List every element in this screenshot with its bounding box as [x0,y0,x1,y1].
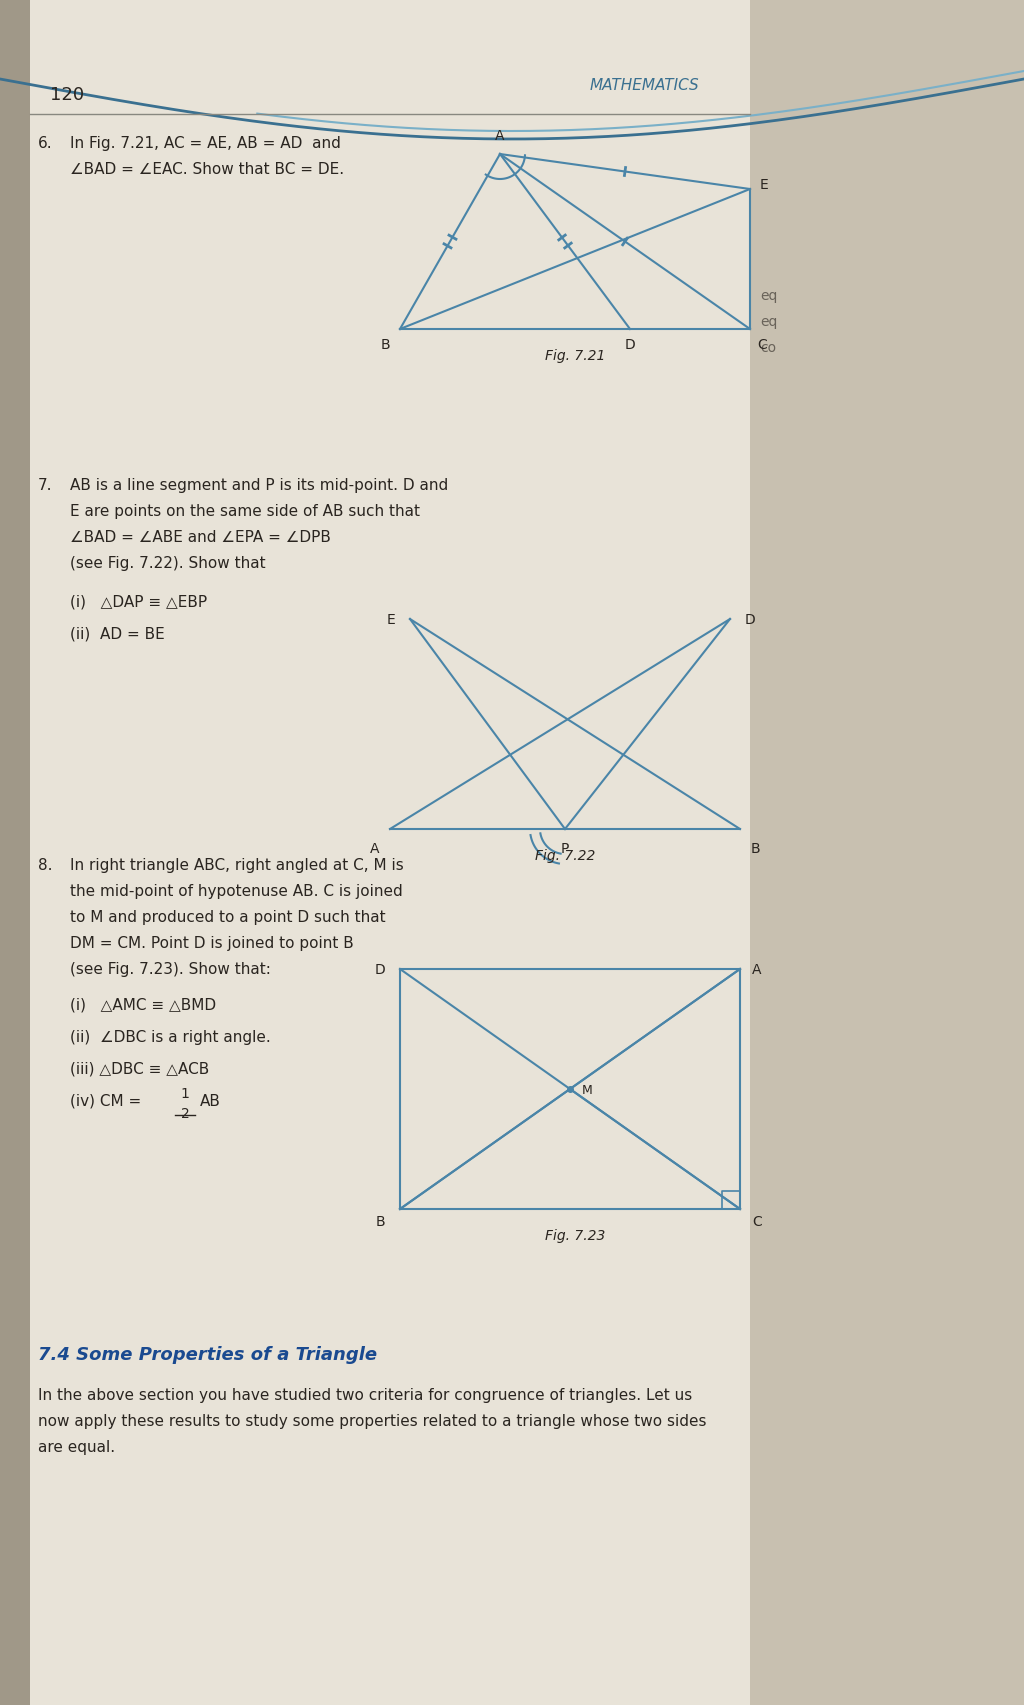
Text: the mid-point of hypotenuse AB. C is joined: the mid-point of hypotenuse AB. C is joi… [70,883,402,899]
Text: (i)   △DAP ≡ △EBP: (i) △DAP ≡ △EBP [70,593,207,609]
Text: Fig. 7.21: Fig. 7.21 [545,350,605,363]
Text: 8.: 8. [38,858,52,873]
Text: (iii) △DBC ≡ △ACB: (iii) △DBC ≡ △ACB [70,1062,209,1076]
Polygon shape [750,0,1024,1705]
Text: A: A [496,130,505,143]
Text: DM = CM. Point D is joined to point B: DM = CM. Point D is joined to point B [70,936,353,950]
Text: D: D [745,612,756,627]
Text: 6.: 6. [38,136,52,152]
Text: A: A [371,842,380,856]
Text: In right triangle ABC, right angled at C, M is: In right triangle ABC, right angled at C… [70,858,403,873]
Text: Fig. 7.23: Fig. 7.23 [545,1228,605,1243]
Text: (iv) CM =: (iv) CM = [70,1093,141,1108]
Text: C: C [757,338,767,351]
Text: (ii)  ∠DBC is a right angle.: (ii) ∠DBC is a right angle. [70,1030,270,1045]
Text: C: C [752,1214,762,1228]
Text: Fig. 7.22: Fig. 7.22 [535,849,595,863]
Text: to M and produced to a point D such that: to M and produced to a point D such that [70,909,386,924]
Text: 120: 120 [50,85,84,104]
Text: 7.: 7. [38,477,52,493]
Text: M: M [582,1083,593,1096]
Text: eq: eq [760,315,777,329]
Text: In Fig. 7.21, AC = AE, AB = AD  and: In Fig. 7.21, AC = AE, AB = AD and [70,136,341,152]
Text: AB: AB [200,1093,221,1108]
Text: D: D [625,338,635,351]
Text: E are points on the same side of AB such that: E are points on the same side of AB such… [70,503,420,518]
Text: E: E [760,177,769,193]
Text: now apply these results to study some properties related to a triangle whose two: now apply these results to study some pr… [38,1413,707,1429]
Text: MATHEMATICS: MATHEMATICS [590,78,699,94]
Text: 7.4 Some Properties of a Triangle: 7.4 Some Properties of a Triangle [38,1345,377,1364]
Text: co: co [760,341,776,355]
Text: eq: eq [760,288,777,303]
Text: B: B [751,842,760,856]
Text: ∠BAD = ∠EAC. Show that BC = DE.: ∠BAD = ∠EAC. Show that BC = DE. [70,162,344,177]
Text: (see Fig. 7.23). Show that:: (see Fig. 7.23). Show that: [70,962,271,977]
Text: E: E [386,612,395,627]
Text: ∠BAD = ∠ABE and ∠EPA = ∠DPB: ∠BAD = ∠ABE and ∠EPA = ∠DPB [70,530,331,544]
Text: D: D [374,962,385,977]
Text: B: B [380,338,390,351]
Text: A: A [752,962,762,977]
Text: B: B [376,1214,385,1228]
Text: In the above section you have studied two criteria for congruence of triangles. : In the above section you have studied tw… [38,1388,692,1402]
Polygon shape [30,0,750,1705]
Text: 2: 2 [180,1107,189,1120]
Text: 1: 1 [180,1086,189,1100]
Text: are equal.: are equal. [38,1439,115,1454]
Text: P: P [561,842,569,856]
Text: AB is a line segment and P is its mid-point. D and: AB is a line segment and P is its mid-po… [70,477,449,493]
Text: (i)   △AMC ≡ △BMD: (i) △AMC ≡ △BMD [70,997,216,1013]
Text: (see Fig. 7.22). Show that: (see Fig. 7.22). Show that [70,556,265,571]
Text: (ii)  AD = BE: (ii) AD = BE [70,626,165,641]
